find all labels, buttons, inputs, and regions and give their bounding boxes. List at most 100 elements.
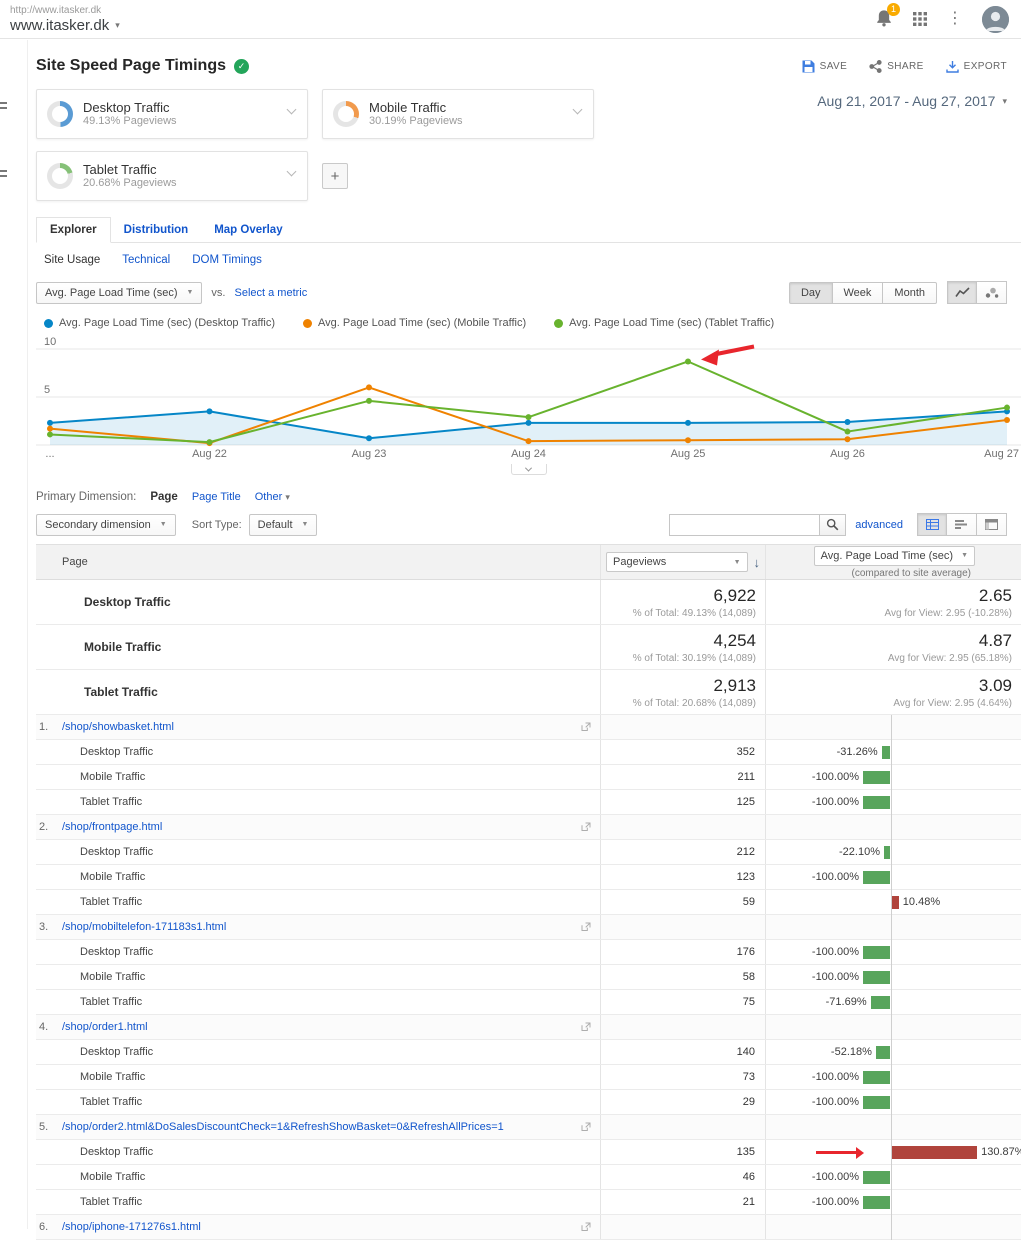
segment-sub-row: Tablet Traffic 59 10.48% — [36, 890, 1021, 915]
dimension-other[interactable]: Other ▾ — [255, 491, 290, 503]
pageviews-value: 29 — [742, 1096, 755, 1108]
metric-column-select[interactable]: Avg. Page Load Time (sec) ▼ — [813, 545, 975, 566]
segment-card-mobile[interactable]: Mobile Traffic 30.19% Pageviews — [322, 89, 594, 139]
page-link[interactable]: /shop/mobiltelefon-171183s1.html — [62, 921, 227, 933]
legend-item-tablet[interactable]: Avg. Page Load Time (sec) (Tablet Traffi… — [554, 317, 774, 329]
row-number: 3. — [39, 921, 49, 933]
granularity-month-button[interactable]: Month — [883, 281, 937, 304]
legend-item-mobile[interactable]: Avg. Page Load Time (sec) (Mobile Traffi… — [303, 317, 526, 329]
comparison-cell: -100.00% — [765, 1090, 1021, 1115]
pageviews-column-select[interactable]: Pageviews ▼ — [606, 552, 748, 572]
dimension-page[interactable]: Page — [150, 491, 178, 503]
page-link[interactable]: /shop/order2.html&DoSalesDiscountCheck=1… — [62, 1121, 504, 1133]
dimension-page-title[interactable]: Page Title — [191, 491, 241, 503]
row-number-cell — [36, 740, 58, 764]
open-page-icon[interactable] — [581, 1022, 591, 1032]
select-metric-link[interactable]: Select a metric — [234, 286, 308, 299]
page-row: 1. /shop/showbasket.html — [36, 715, 1021, 740]
pageviews-value: 73 — [742, 1071, 755, 1083]
page-link[interactable]: /shop/frontpage.html — [62, 821, 163, 833]
data-table-view-button[interactable] — [917, 513, 947, 536]
comparison-bar-negative — [863, 871, 890, 884]
sort-descending-icon[interactable]: ↓ — [753, 554, 761, 570]
subtab-technical[interactable]: Technical — [122, 254, 171, 266]
tab-distribution[interactable]: Distribution — [123, 224, 189, 236]
open-page-icon[interactable] — [581, 722, 591, 732]
chevron-down-icon: ▼ — [961, 552, 968, 559]
pivot-view-button[interactable] — [977, 513, 1007, 536]
segment-name: Desktop Traffic — [83, 100, 170, 115]
advanced-search-link[interactable]: advanced — [855, 518, 903, 531]
segment-cell: Desktop Traffic — [58, 940, 600, 964]
comparison-cell: -71.69% — [765, 990, 1021, 1015]
page-link[interactable]: /shop/order1.html — [62, 1021, 148, 1033]
row-number-cell — [36, 865, 58, 889]
pageviews-total: 4,254 — [713, 630, 756, 650]
more-options-icon[interactable]: ⋮ — [947, 10, 963, 27]
search-input[interactable] — [669, 513, 820, 536]
pageviews-cell: 176 — [600, 940, 765, 964]
legend-item-desktop[interactable]: Avg. Page Load Time (sec) (Desktop Traff… — [44, 317, 275, 329]
granularity-day-button[interactable]: Day — [788, 281, 833, 304]
notifications-button[interactable]: 1 — [875, 2, 900, 30]
pageviews-value: 59 — [742, 896, 755, 908]
line-chart-icon — [954, 287, 970, 297]
segment-card-tablet[interactable]: Tablet Traffic 20.68% Pageviews — [36, 151, 308, 201]
subtab-site-usage[interactable]: Site Usage — [44, 254, 101, 266]
open-page-icon[interactable] — [581, 922, 591, 932]
segment-cell: Desktop Traffic — [58, 1140, 600, 1164]
tab-map-overlay[interactable]: Map Overlay — [214, 224, 283, 236]
account-switcher[interactable]: www.itasker.dk ▾ — [10, 17, 120, 34]
add-segment-button[interactable]: + — [322, 163, 348, 189]
pageviews-cell: 125 — [600, 790, 765, 814]
share-button[interactable]: SHARE — [869, 59, 923, 73]
metric-select[interactable]: Avg. Page Load Time (sec) ▼ — [36, 281, 203, 304]
open-page-icon[interactable] — [581, 1122, 591, 1132]
report-actions: SAVE SHARE EXPORT — [802, 59, 1007, 73]
open-page-icon[interactable] — [581, 1222, 591, 1232]
secondary-dimension-button[interactable]: Secondary dimension ▼ — [36, 513, 176, 536]
chevron-down-icon[interactable] — [286, 166, 297, 177]
chevron-down-icon[interactable] — [286, 104, 297, 115]
open-page-icon[interactable] — [581, 822, 591, 832]
granularity-week-button[interactable]: Week — [832, 281, 884, 304]
comparison-bar-positive — [892, 1146, 978, 1159]
save-button[interactable]: SAVE — [802, 60, 848, 73]
comparison-value: -100.00% — [811, 796, 859, 808]
row-number-cell — [36, 625, 58, 669]
subtab-dom-timings[interactable]: DOM Timings — [192, 254, 262, 266]
avatar[interactable] — [982, 5, 1009, 33]
line-chart-plot: 5 10... Aug 22 Aug 23 Aug 24 Aug 25 Aug 26 Aug … — [36, 336, 1021, 460]
comparison-cell: 130.87% — [765, 1140, 1021, 1165]
chevron-down-icon[interactable] — [572, 104, 583, 115]
percentage-view-button[interactable] — [947, 513, 977, 536]
page-link[interactable]: /shop/iphone-171276s1.html — [62, 1221, 201, 1233]
chart-expander-button[interactable] — [510, 464, 547, 475]
apps-grid-button[interactable] — [912, 11, 928, 27]
segment-card-desktop[interactable]: Desktop Traffic 49.13% Pageviews — [36, 89, 308, 139]
segment-label: Mobile Traffic — [84, 640, 162, 654]
segment-row-label: Tablet Traffic — [80, 1096, 143, 1108]
pageviews-cell — [600, 1015, 765, 1039]
line-chart-mode-button[interactable] — [947, 281, 977, 304]
page-link[interactable]: /shop/showbasket.html — [62, 721, 174, 733]
collapsed-side-rail — [0, 40, 28, 1229]
topbar-actions: 1 ⋮ — [875, 2, 1021, 33]
comparison-value: 130.87% — [981, 1146, 1021, 1158]
svg-text:Aug 26: Aug 26 — [830, 448, 865, 460]
sort-type-select[interactable]: Default ▼ — [248, 513, 318, 536]
search-icon — [827, 518, 839, 531]
comparison-cell: -100.00% — [765, 1065, 1021, 1090]
export-button[interactable]: EXPORT — [945, 60, 1007, 73]
tab-explorer[interactable]: Explorer — [36, 217, 111, 243]
search-button[interactable] — [819, 513, 847, 536]
row-number-cell — [36, 940, 58, 964]
account-name: www.itasker.dk — [10, 16, 110, 34]
svg-text:10: 10 — [44, 336, 56, 348]
segment-detail: 30.19% Pageviews — [369, 115, 463, 127]
comparison-value: -100.00% — [811, 871, 859, 883]
date-range-selector[interactable]: Aug 21, 2017 - Aug 27, 2017 ▾ — [817, 93, 1007, 109]
chevron-down-icon: ▾ — [115, 19, 120, 30]
person-icon — [982, 5, 1009, 33]
motion-chart-mode-button[interactable] — [977, 281, 1007, 304]
